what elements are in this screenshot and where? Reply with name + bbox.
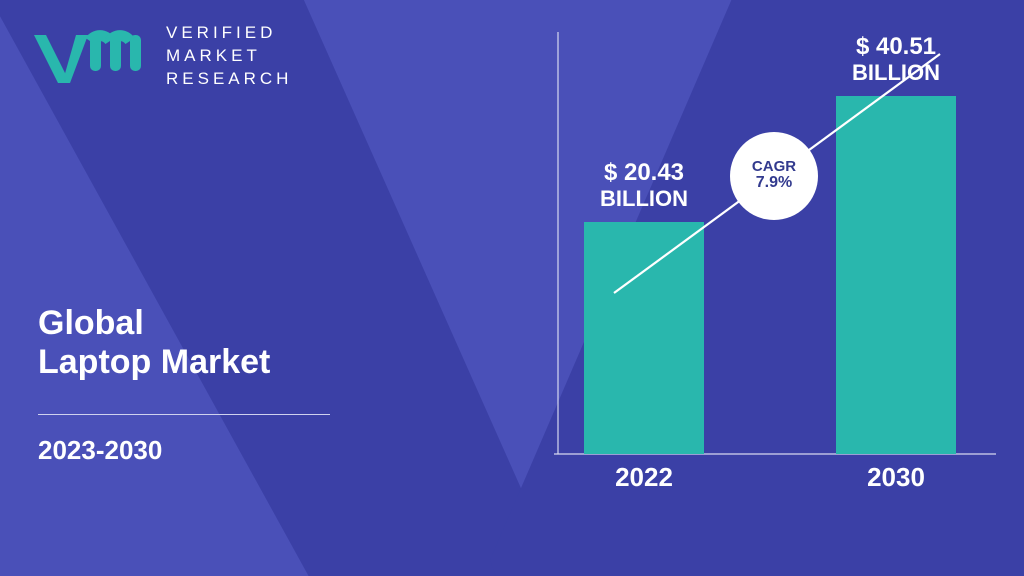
value-2030-unit: BILLION <box>826 61 966 86</box>
logo-text: VERIFIED MARKET RESEARCH <box>166 22 292 91</box>
logo-text-line2: MARKET <box>166 45 292 68</box>
title-line-2: Laptop Market <box>38 343 330 382</box>
x-label-2030: 2030 <box>867 462 925 493</box>
bar-2022 <box>584 222 704 454</box>
title-block: Global Laptop Market 2023-2030 <box>38 304 330 466</box>
market-bar-chart: $ 20.43 BILLION $ 40.51 BILLION 2022 203… <box>540 0 1010 576</box>
value-2022-amount: $ 20.43 <box>574 160 714 187</box>
chart-svg <box>540 0 1010 576</box>
logo-text-line1: VERIFIED <box>166 22 292 45</box>
title-divider <box>38 414 330 415</box>
title-line-1: Global <box>38 304 330 343</box>
cagr-value: 7.9% <box>744 175 804 192</box>
value-2022-unit: BILLION <box>574 187 714 212</box>
logo-text-line3: RESEARCH <box>166 68 292 91</box>
value-label-2030: $ 40.51 BILLION <box>826 34 966 86</box>
infographic-stage: VERIFIED MARKET RESEARCH Global Laptop M… <box>0 0 1024 576</box>
logo-mark-icon <box>32 27 152 85</box>
value-2030-amount: $ 40.51 <box>826 34 966 61</box>
brand-logo: VERIFIED MARKET RESEARCH <box>32 22 292 91</box>
x-label-2022: 2022 <box>615 462 673 493</box>
bar-2030 <box>836 96 956 454</box>
value-label-2022: $ 20.43 BILLION <box>574 160 714 212</box>
cagr-label: CAGR <box>744 159 804 175</box>
forecast-years: 2023-2030 <box>38 435 330 466</box>
cagr-badge-text: CAGR 7.9% <box>744 159 804 192</box>
